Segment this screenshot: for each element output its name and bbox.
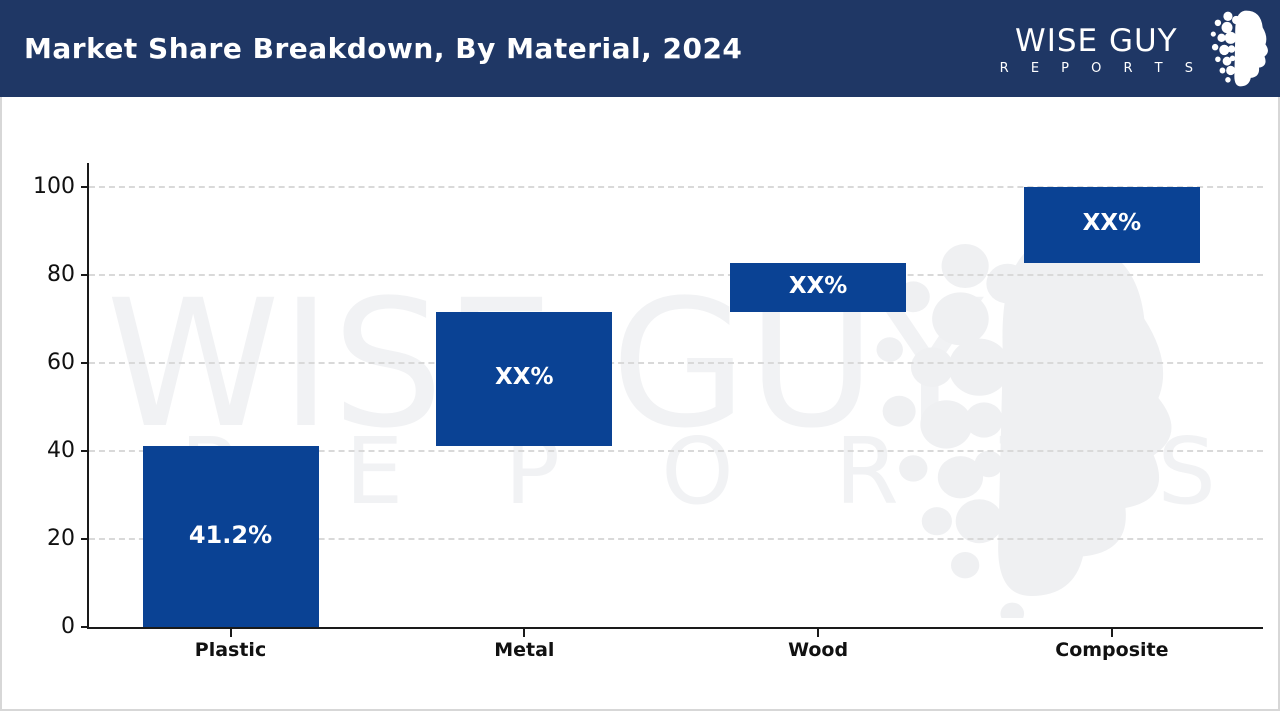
chart-title: Market Share Breakdown, By Material, 202… — [24, 32, 743, 65]
x-tick-mark — [1110, 629, 1113, 637]
gridline-y60 — [89, 362, 1263, 364]
x-category-label: Plastic — [194, 639, 267, 661]
bar-composite — [1023, 187, 1200, 264]
x-tick-mark — [229, 629, 232, 637]
brand-subtitle: R E P O R T S — [999, 60, 1202, 76]
bar-plastic — [142, 445, 319, 627]
y-tick-label: 40 — [47, 438, 75, 463]
y-tick-label: 0 — [61, 614, 75, 639]
y-tick-label: 80 — [47, 262, 75, 287]
x-tick-mark — [523, 629, 526, 637]
brand-head-icon — [1210, 10, 1268, 87]
x-category-label: Composite — [1055, 639, 1169, 661]
x-tick-mark — [817, 629, 820, 637]
y-tick-label: 20 — [47, 526, 75, 551]
bar-value-label: XX% — [788, 272, 848, 299]
y-tick-label: 100 — [33, 174, 75, 199]
bar-metal — [436, 312, 613, 446]
x-category-label: Metal — [494, 639, 555, 661]
y-tick-mark — [81, 186, 89, 188]
y-tick-mark — [81, 362, 89, 364]
gridline-y100 — [89, 186, 1263, 188]
bar-wood — [730, 263, 907, 313]
brand-logo: WISE GUY R E P O R T S — [991, 6, 1270, 92]
y-axis-line — [87, 163, 89, 629]
y-tick-mark — [81, 626, 89, 628]
gridline-y80 — [89, 274, 1263, 276]
bar-value-label: 41.2% — [188, 521, 273, 550]
brand-name: WISE GUY — [1015, 22, 1178, 59]
watermark-head-icon — [876, 239, 1172, 618]
gridline-y20 — [89, 538, 1263, 540]
bar-value-label: XX% — [1082, 210, 1142, 237]
bar-value-label: XX% — [495, 364, 554, 391]
gridline-y40 — [89, 450, 1263, 452]
x-axis-line — [87, 627, 1263, 629]
x-category-label: Wood — [788, 639, 849, 661]
brand-logo-text: WISE GUY R E P O R T S — [991, 23, 1202, 76]
y-tick-mark — [81, 274, 89, 276]
header-band: Market Share Breakdown, By Material, 202… — [0, 0, 1280, 97]
y-tick-mark — [81, 450, 89, 452]
y-tick-label: 60 — [47, 350, 75, 375]
y-tick-mark — [81, 538, 89, 540]
